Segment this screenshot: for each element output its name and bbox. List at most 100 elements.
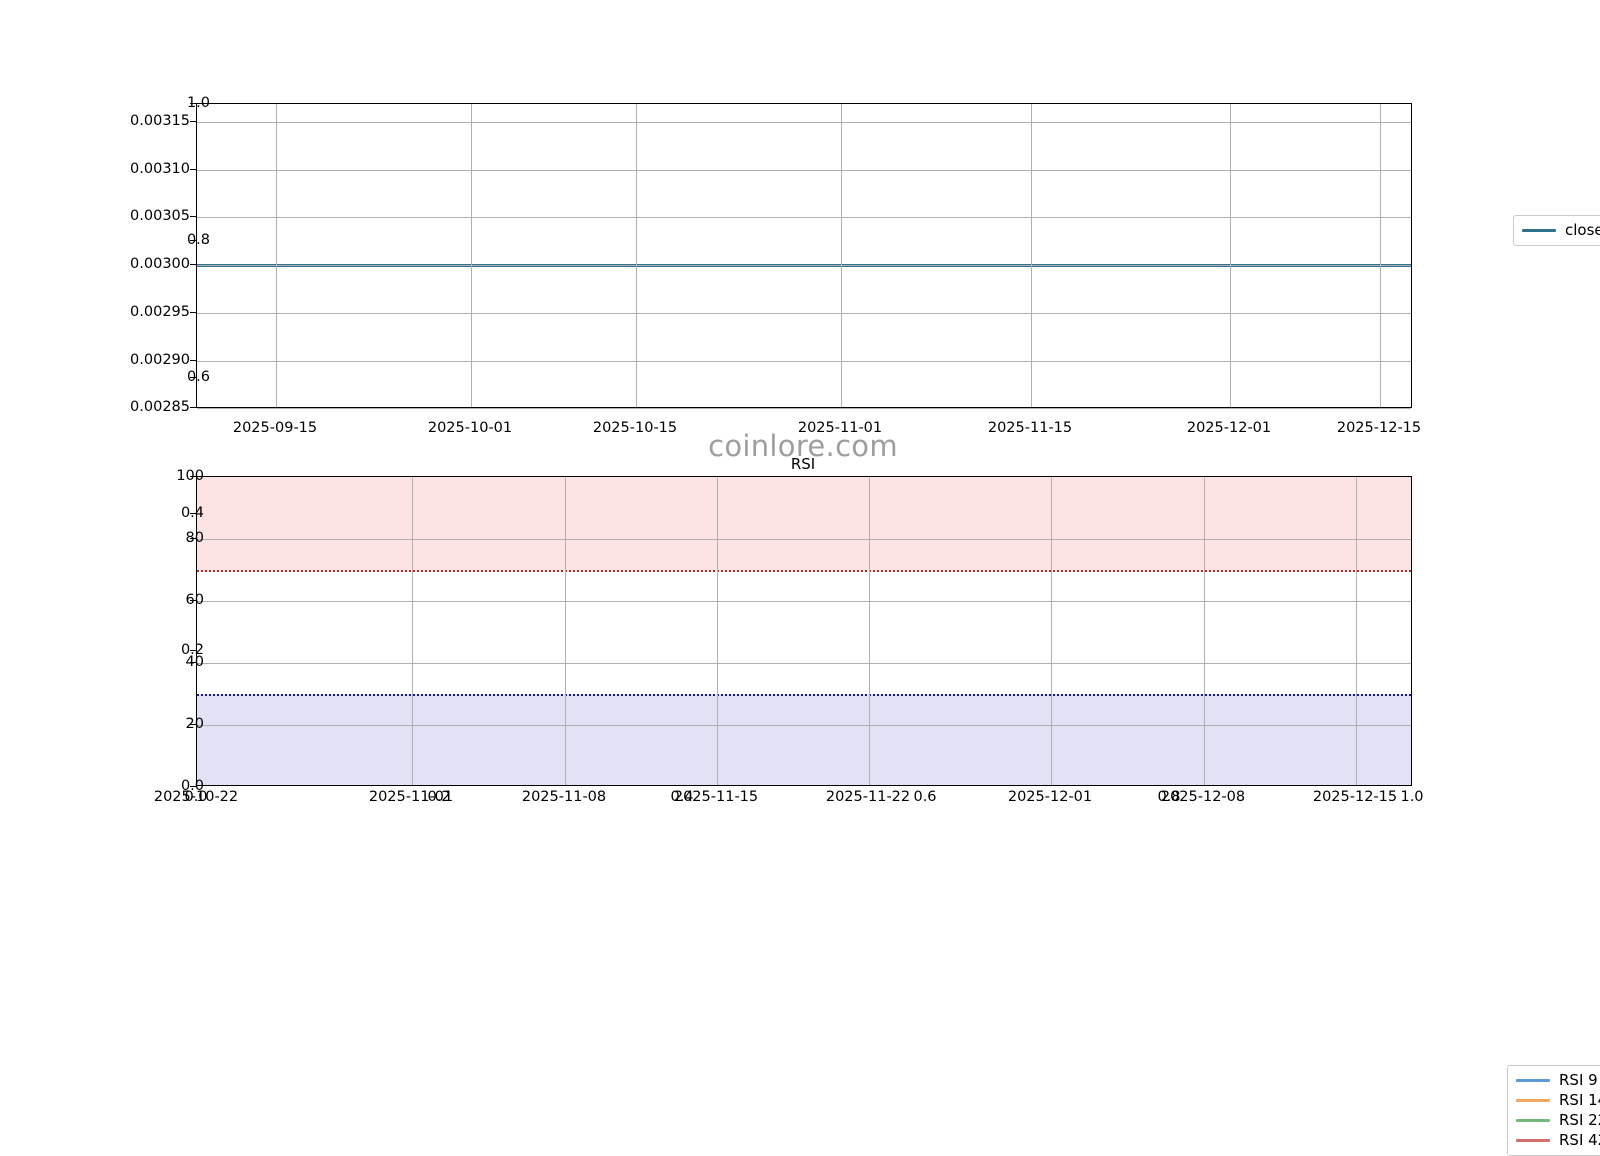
price-ytick-3: 0.00300	[130, 256, 190, 273]
rsi-legend-item-0[interactable]: RSI 9	[1516, 1071, 1600, 1090]
rsi-legend-swatch-0	[1516, 1079, 1550, 1082]
price-gridline-v-6	[1380, 104, 1381, 407]
price-x-axis-labels: 2025-09-15 2025-10-01 2025-10-15 2025-11-01…	[0, 420, 1600, 442]
rsi-gridline-h-2	[197, 663, 1411, 664]
price-ytick-mark-1	[190, 168, 196, 170]
rsi-legend-swatch-2	[1516, 1119, 1550, 1122]
price-gridline-h-3	[197, 265, 1411, 267]
rsi-xtick-secondary-3: 0.6	[913, 789, 937, 805]
price-ytick-mark-5	[190, 359, 196, 361]
price-ytick-mark-4	[190, 311, 196, 313]
rsi-ytick-secondary-mark-1	[190, 650, 196, 651]
price-gridline-v-1	[471, 104, 472, 407]
price-gridline-v-0	[276, 104, 277, 407]
rsi-xtick-5: 2025-12-01	[1007, 789, 1093, 805]
rsi-panel-title: RSI	[790, 455, 816, 473]
price-gridline-h-5	[197, 360, 1411, 362]
coinlore-watermark: coinlore.com	[708, 429, 898, 463]
rsi-gridline-v-3	[717, 477, 718, 785]
rsi-legend-item-3[interactable]: RSI 42	[1516, 1131, 1600, 1150]
rsi-xtick-6: 2025-12-08	[1160, 789, 1246, 805]
rsi-x-axis-labels: 2025-10-22 2025-11-01 2025-11-08 2025-11-15…	[0, 789, 1600, 811]
rsi-xtick-secondary-0: 0.0	[184, 789, 208, 805]
rsi-gridline-v-4	[869, 477, 870, 785]
rsi-ytick-secondary-mark-2	[190, 786, 196, 787]
price-legend-swatch-0	[1522, 229, 1556, 232]
price-gridline-v-5	[1230, 104, 1231, 407]
rsi-gridline-v-1	[412, 477, 413, 785]
rsi-xtick-3: 2025-11-15	[673, 789, 759, 805]
rsi-gridline-h-3	[197, 725, 1411, 726]
price-xtick-6: 2025-12-15	[1336, 420, 1422, 436]
price-ytick-4: 0.00295	[130, 303, 190, 320]
rsi-xtick-4: 2025-11-22	[825, 789, 911, 805]
rsi-legend-swatch-1	[1516, 1099, 1550, 1102]
price-gridline-h-2	[197, 217, 1411, 219]
rsi-xtick-0: 2025-10-22	[153, 789, 239, 805]
price-ytick-1: 0.00310	[130, 160, 190, 177]
price-gridline-v-4	[1031, 104, 1032, 407]
rsi-legend-label-0: RSI 9	[1559, 1071, 1598, 1089]
rsi-gridline-v-5	[1051, 477, 1052, 785]
price-ytick-secondary-mark-1	[190, 240, 196, 241]
price-ytick-mark-0	[190, 121, 196, 122]
rsi-gridline-v-2	[565, 477, 566, 785]
price-ytick-5: 0.00290	[130, 351, 190, 368]
rsi-legend-item-1[interactable]: RSI 14	[1516, 1091, 1600, 1110]
price-gridline-h-0	[197, 122, 1411, 123]
rsi-legend-item-2[interactable]: RSI 22	[1516, 1111, 1600, 1130]
rsi-overbought-band	[197, 477, 1411, 570]
rsi-chart-plot-area[interactable]: RSI 9 RSI 14 RSI 22 RSI 42	[196, 476, 1600, 1156]
rsi-gridline-h-0	[197, 539, 1411, 540]
rsi-ytick-mark-0	[190, 476, 196, 477]
rsi-legend-label-1: RSI 14	[1559, 1091, 1600, 1109]
rsi-gridline-h-1	[197, 601, 1411, 602]
rsi-chart-legend[interactable]: RSI 9 RSI 14 RSI 22 RSI 42	[1507, 1065, 1600, 1156]
rsi-overbought-threshold-line	[197, 570, 1411, 572]
price-y-axis-labels: 0.00315 0.00310 0.00305 0.00300 0.00295 0.002…	[126, 103, 190, 415]
price-ytick-0: 0.00315	[130, 113, 190, 129]
price-xtick-4: 2025-11-15	[987, 420, 1073, 436]
rsi-xtick-7: 2025-12-15	[1312, 789, 1398, 805]
price-y-axis-secondary-labels: 1.0 0.8 0.6	[146, 95, 210, 408]
rsi-oversold-threshold-line	[197, 694, 1411, 696]
price-chart-legend[interactable]: close	[1513, 215, 1600, 246]
price-xtick-5: 2025-12-01	[1186, 420, 1272, 436]
price-ytick-secondary-1: 0.8	[186, 232, 210, 248]
rsi-ytick-mark-1	[190, 538, 196, 539]
rsi-xtick-secondary-4: 0.8	[1157, 789, 1181, 805]
price-ytick-2: 0.00305	[130, 208, 190, 225]
rsi-ytick-secondary-mark-0	[190, 513, 196, 514]
rsi-xtick-secondary-2: 0.4	[670, 789, 694, 805]
price-ytick-secondary-mark-2	[190, 377, 196, 378]
price-xtick-1: 2025-10-01	[427, 420, 513, 436]
price-ytick-mark-3	[190, 264, 196, 266]
rsi-legend-label-2: RSI 22	[1559, 1111, 1600, 1129]
price-gridline-h-4	[197, 312, 1411, 314]
rsi-xtick-1: 2025-11-01	[368, 789, 454, 805]
price-legend-item-0[interactable]: close	[1522, 221, 1600, 240]
rsi-x-axis-secondary-labels: 0.0 0.2 0.4 0.6 0.8 1.0	[0, 789, 1600, 811]
price-chart-plot-area[interactable]: close	[196, 103, 1600, 410]
rsi-xtick-2: 2025-11-08	[521, 789, 607, 805]
rsi-ytick-mark-3	[190, 662, 196, 663]
rsi-xtick-secondary-1: 0.2	[427, 789, 451, 805]
price-xtick-2: 2025-10-15	[592, 420, 678, 436]
price-ytick-secondary-0: 1.0	[186, 95, 210, 111]
price-gridline-h-1	[197, 169, 1411, 171]
rsi-gridline-v-7	[1356, 477, 1357, 785]
price-xtick-0: 2025-09-15	[232, 420, 318, 436]
rsi-oversold-band	[197, 694, 1411, 785]
price-gridline-v-2	[636, 104, 637, 407]
chart-figure: close 0.00315 0.00310 0.00305 0.00300 0.0029…	[0, 95, 1600, 1156]
price-xtick-3: 2025-11-01	[797, 420, 883, 436]
rsi-xtick-secondary-5: 1.0	[1400, 789, 1424, 805]
rsi-ytick-mark-4	[190, 724, 196, 725]
price-gridline-h-6	[197, 408, 1411, 410]
rsi-legend-label-3: RSI 42	[1559, 1131, 1600, 1149]
price-ytick-mark-2	[190, 216, 196, 218]
price-ytick-6: 0.00285	[130, 399, 190, 416]
rsi-legend-swatch-3	[1516, 1139, 1550, 1142]
price-ytick-secondary-mark-0	[190, 103, 196, 104]
price-ytick-mark-6	[190, 407, 196, 409]
